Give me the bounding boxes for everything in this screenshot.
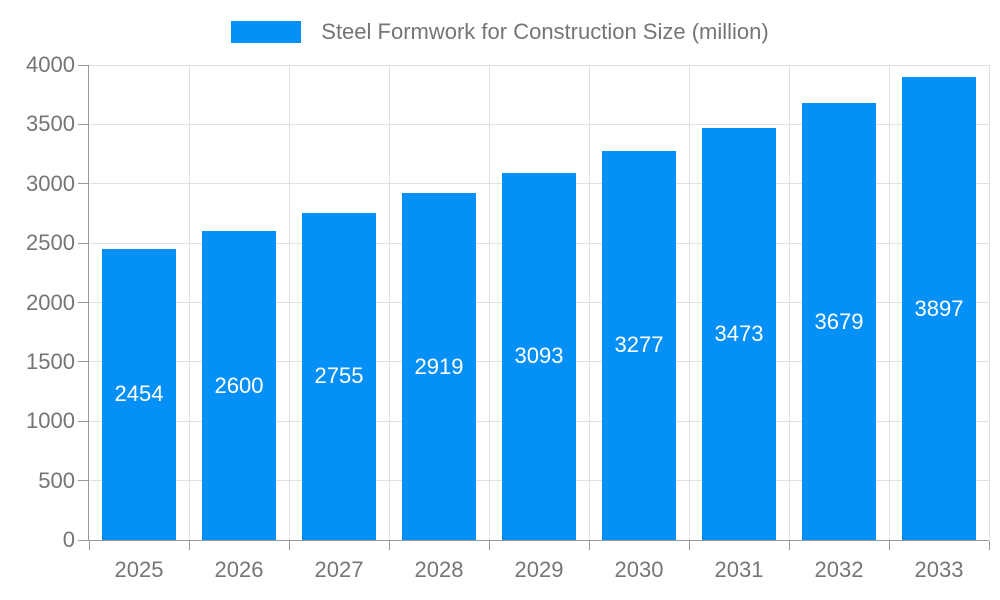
x-axis-tick bbox=[88, 541, 90, 550]
bar-value-label: 2755 bbox=[314, 363, 364, 389]
legend-swatch bbox=[231, 21, 302, 43]
bar-value-label: 3679 bbox=[814, 308, 864, 334]
gridline-horizontal bbox=[89, 64, 989, 66]
gridline-vertical bbox=[188, 65, 190, 540]
gridline-vertical bbox=[388, 65, 390, 540]
y-axis-tick-label: 3000 bbox=[26, 170, 75, 196]
gridline-vertical bbox=[988, 65, 990, 540]
x-axis-tick bbox=[588, 541, 590, 550]
bar: 3679 bbox=[802, 103, 876, 540]
x-axis-tick-label: 2030 bbox=[614, 557, 664, 582]
gridline-vertical bbox=[888, 65, 890, 540]
x-axis-tick bbox=[888, 541, 890, 550]
x-axis-tick bbox=[288, 541, 290, 550]
x-axis-tick-label: 2028 bbox=[414, 557, 464, 582]
y-axis-tick-label: 2000 bbox=[26, 289, 75, 315]
x-axis-tick bbox=[388, 541, 390, 550]
bar-value-label: 2600 bbox=[214, 372, 264, 398]
plot-area: 0 500 1000 1500 2000 2500 3000 3500 4000 2025 2026… bbox=[26, 52, 990, 582]
bar: 2454 bbox=[102, 248, 176, 540]
y-axis-tick bbox=[78, 302, 88, 303]
legend-item[interactable]: Steel Formwork for Construction Size (mi… bbox=[0, 19, 1000, 44]
y-axis-tick-label: 0 bbox=[62, 527, 75, 552]
bar-value-label: 3093 bbox=[514, 343, 564, 369]
gridline-vertical bbox=[788, 65, 790, 540]
gridline-vertical bbox=[488, 65, 490, 540]
x-axis-tick-label: 2031 bbox=[714, 557, 764, 582]
bar: 3473 bbox=[702, 127, 776, 540]
gridline-vertical bbox=[288, 65, 290, 540]
x-axis-tick bbox=[988, 541, 990, 550]
x-axis-tick-label: 2032 bbox=[814, 557, 864, 582]
gridline-vertical bbox=[688, 65, 690, 540]
bar-value-label: 3897 bbox=[914, 295, 964, 321]
bar-value-label: 2919 bbox=[414, 353, 464, 379]
y-axis-tick-label: 1500 bbox=[26, 348, 75, 374]
x-axis-tick bbox=[488, 541, 490, 550]
x-axis-tick bbox=[688, 541, 690, 550]
x-axis-tick-label: 2027 bbox=[314, 557, 364, 582]
bar: 3277 bbox=[602, 150, 676, 540]
bar-value-label: 3473 bbox=[714, 320, 764, 346]
x-axis-tick bbox=[188, 541, 190, 550]
y-axis-tick bbox=[78, 480, 88, 482]
x-axis-tick-label: 2025 bbox=[114, 557, 164, 582]
y-axis-tick bbox=[78, 242, 88, 244]
y-axis-tick-label: 4000 bbox=[26, 52, 75, 77]
x-axis-tick-label: 2029 bbox=[514, 557, 564, 582]
y-axis-tick-label: 1000 bbox=[26, 408, 75, 434]
x-axis-tick-label: 2033 bbox=[914, 557, 964, 582]
y-axis-tick-label: 3500 bbox=[26, 111, 75, 137]
bar: 3093 bbox=[502, 172, 576, 540]
bar-value-label: 3277 bbox=[614, 332, 664, 358]
legend-label: Steel Formwork for Construction Size (mi… bbox=[321, 19, 769, 44]
y-axis-tick bbox=[78, 183, 88, 185]
y-axis-tick bbox=[78, 539, 88, 541]
bar: 3897 bbox=[902, 77, 976, 540]
y-axis-tick bbox=[78, 64, 88, 66]
y-axis-tick bbox=[78, 420, 88, 422]
bar-value-label: 2454 bbox=[114, 381, 164, 407]
y-axis-tick-label: 2500 bbox=[26, 230, 75, 256]
y-axis-tick bbox=[78, 361, 88, 363]
gridline-vertical bbox=[588, 65, 590, 540]
bar: 2919 bbox=[402, 193, 476, 540]
y-axis-tick bbox=[78, 123, 88, 125]
bar: 2600 bbox=[202, 231, 276, 540]
y-axis-tick-label: 500 bbox=[38, 467, 75, 493]
x-axis-tick bbox=[788, 541, 790, 550]
gridline-horizontal bbox=[89, 123, 989, 125]
x-axis-tick-label: 2026 bbox=[214, 557, 264, 582]
bar: 2755 bbox=[302, 212, 376, 540]
